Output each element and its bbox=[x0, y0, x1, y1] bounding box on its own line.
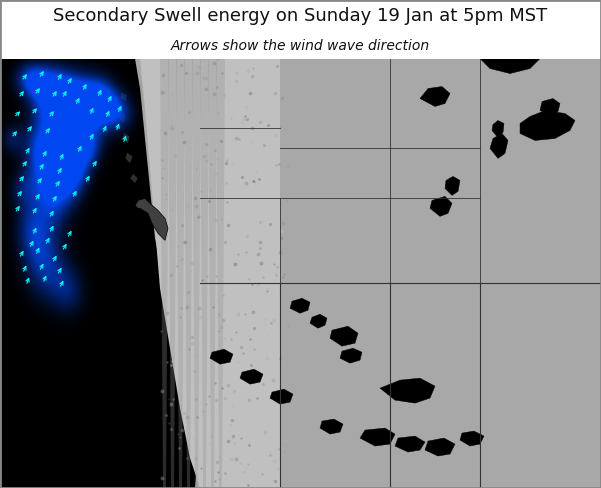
Polygon shape bbox=[115, 59, 601, 488]
Polygon shape bbox=[192, 59, 201, 488]
Polygon shape bbox=[445, 176, 460, 195]
Polygon shape bbox=[210, 349, 233, 364]
Polygon shape bbox=[0, 59, 200, 488]
Polygon shape bbox=[168, 59, 177, 488]
Polygon shape bbox=[540, 99, 560, 115]
Polygon shape bbox=[490, 133, 508, 159]
Polygon shape bbox=[270, 389, 293, 404]
Polygon shape bbox=[330, 326, 358, 346]
Polygon shape bbox=[290, 298, 310, 313]
Polygon shape bbox=[216, 59, 225, 488]
Polygon shape bbox=[120, 93, 127, 102]
Polygon shape bbox=[240, 369, 263, 384]
Polygon shape bbox=[520, 110, 575, 141]
Polygon shape bbox=[430, 196, 452, 216]
Polygon shape bbox=[125, 152, 133, 163]
Polygon shape bbox=[420, 86, 450, 106]
Polygon shape bbox=[492, 121, 504, 137]
Text: Arrows show the wind wave direction: Arrows show the wind wave direction bbox=[171, 39, 430, 53]
Polygon shape bbox=[122, 132, 130, 143]
Polygon shape bbox=[130, 173, 138, 183]
Polygon shape bbox=[208, 59, 217, 488]
Polygon shape bbox=[360, 428, 395, 446]
Polygon shape bbox=[140, 59, 280, 488]
Polygon shape bbox=[310, 314, 327, 328]
Polygon shape bbox=[160, 59, 169, 488]
Text: Secondary Swell energy on Sunday 19 Jan at 5pm MST: Secondary Swell energy on Sunday 19 Jan … bbox=[53, 7, 548, 25]
Polygon shape bbox=[340, 348, 362, 363]
Polygon shape bbox=[118, 111, 126, 122]
Polygon shape bbox=[425, 438, 455, 456]
Polygon shape bbox=[176, 59, 185, 488]
Polygon shape bbox=[395, 436, 425, 452]
Polygon shape bbox=[460, 431, 484, 446]
Polygon shape bbox=[200, 59, 209, 488]
Polygon shape bbox=[320, 419, 343, 434]
Polygon shape bbox=[135, 199, 168, 240]
Polygon shape bbox=[480, 49, 540, 74]
Polygon shape bbox=[380, 378, 435, 403]
Polygon shape bbox=[184, 59, 193, 488]
